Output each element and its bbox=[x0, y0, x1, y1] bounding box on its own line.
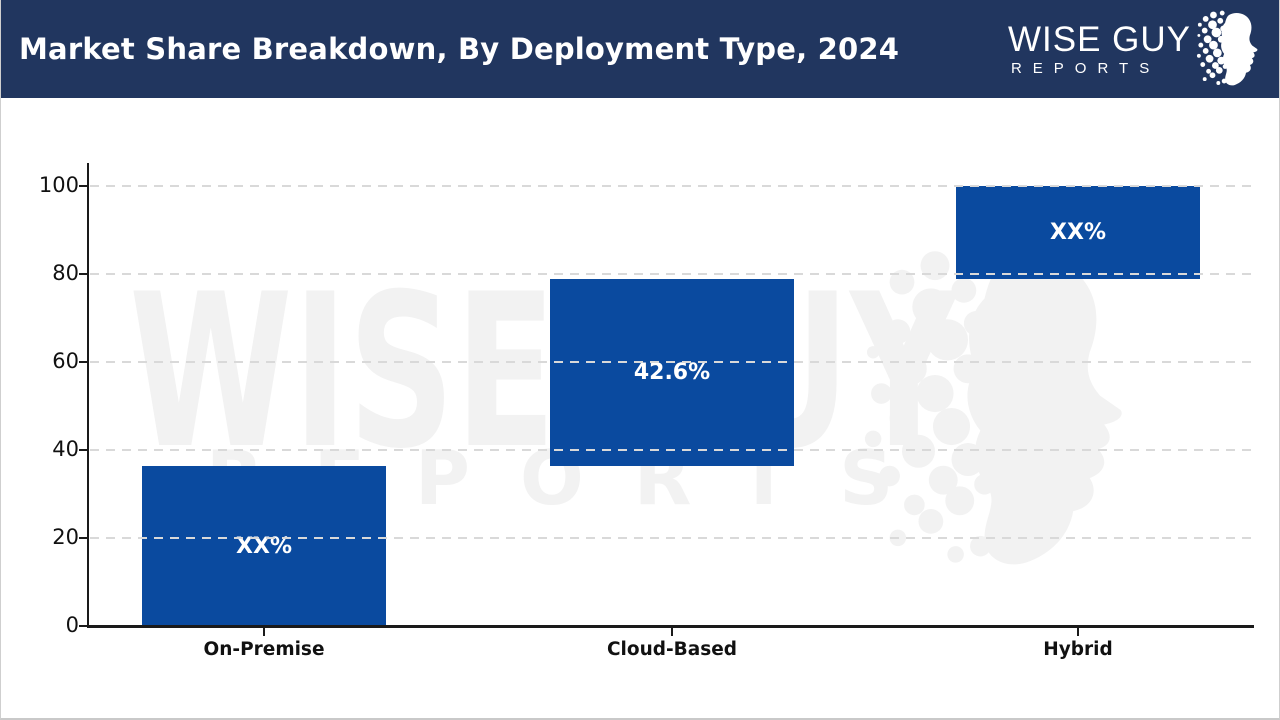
y-axis-line bbox=[87, 163, 89, 627]
y-tick-label-20: 20 bbox=[52, 525, 79, 549]
gridline-60 bbox=[90, 361, 1254, 363]
logo: WISE GUY REPORTS bbox=[1008, 10, 1263, 88]
logo-wordmark: WISE GUY bbox=[1007, 20, 1191, 59]
bar-on-premise: XX% bbox=[142, 466, 386, 626]
gridline-100 bbox=[90, 185, 1254, 187]
logo-face-icon bbox=[1196, 10, 1258, 86]
y-tick-20 bbox=[79, 537, 87, 539]
x-tick-2 bbox=[1077, 628, 1079, 636]
y-tick-label-100: 100 bbox=[38, 173, 79, 197]
y-tick-80 bbox=[79, 273, 87, 275]
y-tick-label-60: 60 bbox=[52, 349, 79, 373]
x-tick-0 bbox=[263, 628, 265, 636]
gridline-80 bbox=[90, 273, 1254, 275]
x-axis-label-2: Hybrid bbox=[1043, 639, 1113, 660]
x-axis-line bbox=[87, 625, 1254, 628]
bar-cloud-based: 42.6% bbox=[550, 278, 794, 467]
watermark-wordmark: WISE GUY bbox=[129, 248, 958, 495]
y-tick-40 bbox=[79, 449, 87, 451]
x-axis-label-0: On-Premise bbox=[203, 639, 325, 660]
header-bar: Market Share Breakdown, By Deployment Ty… bbox=[1, 0, 1279, 98]
watermark-face-icon bbox=[864, 247, 1122, 565]
bar-value-label: XX% bbox=[1050, 219, 1106, 245]
y-tick-label-0: 0 bbox=[65, 613, 79, 637]
y-tick-0 bbox=[79, 625, 87, 627]
gridline-20 bbox=[90, 537, 1254, 539]
y-tick-60 bbox=[79, 361, 87, 363]
y-tick-100 bbox=[79, 185, 87, 187]
y-tick-label-40: 40 bbox=[52, 437, 79, 461]
x-tick-1 bbox=[671, 628, 673, 636]
x-axis-label-1: Cloud-Based bbox=[606, 639, 738, 660]
gridline-40 bbox=[90, 449, 1254, 451]
logo-text: WISE GUY REPORTS bbox=[1008, 22, 1191, 76]
bar-hybrid: XX% bbox=[956, 186, 1200, 279]
y-tick-label-80: 80 bbox=[52, 261, 79, 285]
logo-subtitle: REPORTS bbox=[1010, 60, 1161, 77]
page-title: Market Share Breakdown, By Deployment Ty… bbox=[19, 32, 900, 66]
bar-value-label: 42.6% bbox=[633, 360, 711, 386]
